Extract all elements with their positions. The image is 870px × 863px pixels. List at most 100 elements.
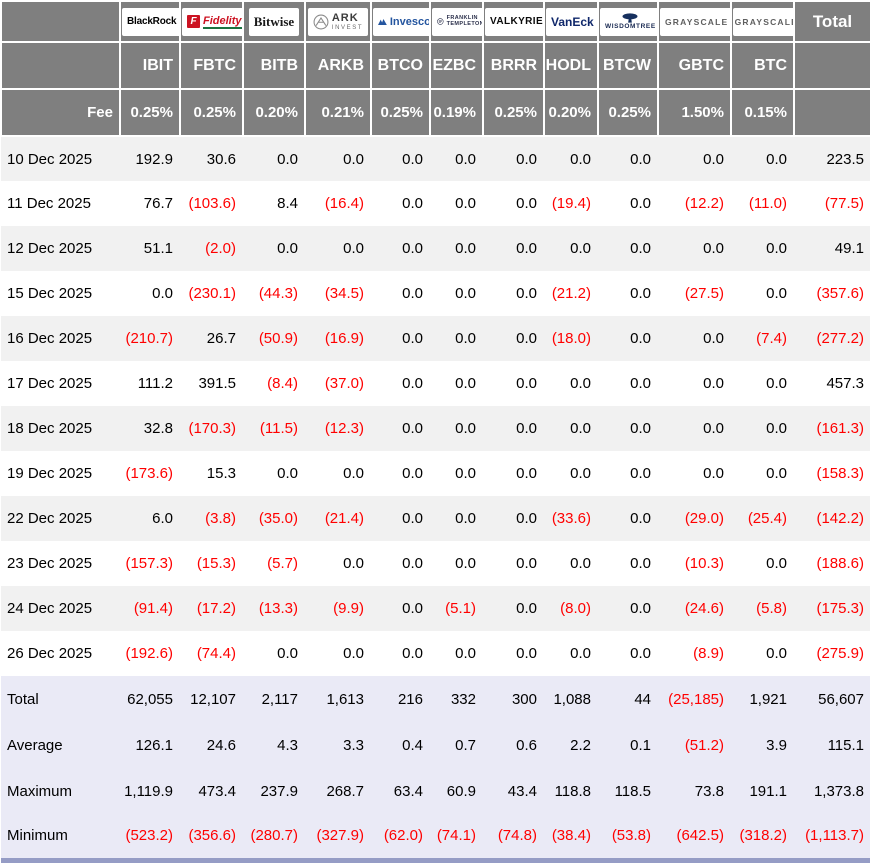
provider-cell: VALKYRIE	[482, 0, 545, 43]
value-cell-ezbc: 0.0	[455, 285, 476, 302]
blackrock-logo: BlackRock	[122, 7, 178, 36]
grayscale-logo: GRAYSCALE	[660, 7, 729, 36]
ark-wordmark: ARK INVEST	[331, 11, 364, 31]
value-cell-brrr: 0.0	[516, 465, 537, 482]
ticker-btco: BTCO	[370, 41, 431, 90]
value-cell-brrr: 300	[511, 690, 537, 708]
value-cell-ibit: 0.0	[152, 285, 173, 302]
value-cell-ibit: (91.4)	[133, 600, 173, 617]
fee-gbtc: 1.50%	[657, 88, 732, 137]
value-cell-arkb: (16.4)	[324, 195, 364, 212]
row-total-cell: (161.3)	[816, 420, 864, 437]
summary-label-cell: Average	[7, 736, 63, 754]
value-cell-brrr: 0.0	[516, 285, 537, 302]
value-cell-ibit: (210.7)	[125, 330, 173, 347]
value-cell-brrr: 0.0	[516, 195, 537, 212]
value-cell-btc: 0.0	[766, 240, 787, 257]
value-cell-hodl: 0.0	[570, 375, 591, 392]
value-cell-btcw: 118.5	[614, 782, 651, 800]
flow-row: 26 Dec 2025 (192.6) (74.4) 0.0 0.0 0.0 0.0 0.0 0…	[1, 631, 870, 676]
total-column-header: Total	[793, 0, 870, 43]
value-cell-gbtc: (642.5)	[676, 827, 724, 845]
value-cell-btco: 0.0	[402, 600, 423, 617]
value-cell-ezbc: 0.0	[455, 375, 476, 392]
ticker-fbtc: FBTC	[179, 41, 244, 90]
value-cell-ezbc: 60.9	[446, 782, 476, 800]
value-cell-btcw: 0.0	[630, 285, 651, 302]
summary-label-cell: Minimum	[7, 827, 68, 845]
value-cell-fbtc: 26.7	[206, 330, 236, 347]
value-cell-brrr: 43.4	[507, 782, 537, 800]
value-cell-hodl: (8.0)	[560, 600, 591, 617]
value-cell-ezbc: 0.0	[455, 420, 476, 437]
value-cell-hodl: 2.2	[570, 736, 591, 754]
fee-total-spacer	[793, 88, 870, 137]
flow-row: 17 Dec 2025 111.2 391.5 (8.4) (37.0) 0.0 0.0 0.…	[1, 361, 870, 406]
value-cell-btc: 0.0	[766, 645, 787, 662]
value-cell-bitb: 2,117	[261, 690, 298, 708]
value-cell-ezbc: 0.7	[455, 736, 476, 754]
value-cell-hodl: 0.0	[570, 240, 591, 257]
fee-row: Fee 0.25% 0.25% 0.20% 0.21% 0.25% 0.19% …	[0, 88, 870, 137]
summary-row: Total 62,055 12,107 2,117 1,613 216 332 300 1,08…	[1, 676, 870, 722]
value-cell-gbtc: 0.0	[703, 465, 724, 482]
value-cell-fbtc: 15.3	[206, 465, 236, 482]
value-cell-brrr: 0.0	[516, 150, 537, 168]
row-total-cell: (188.6)	[816, 555, 864, 572]
ticker-row: IBIT FBTC BITB ARKB BTCO EZBC BRRR HODL …	[0, 41, 870, 90]
flow-row: 23 Dec 2025 (157.3) (15.3) (5.7) 0.0 0.0 0.0 0.…	[1, 541, 870, 586]
value-cell-btc: 1,921	[749, 690, 787, 708]
row-total-cell: 457.3	[826, 375, 864, 392]
value-cell-bitb: (11.5)	[259, 420, 298, 437]
corner-cell	[0, 0, 121, 43]
value-cell-ibit: (523.2)	[125, 827, 173, 845]
row-total-cell: 49.1	[834, 240, 864, 257]
value-cell-btco: 0.0	[402, 195, 423, 212]
value-cell-bitb: 0.0	[277, 465, 298, 482]
logo-row: BlackRock F Fidelity Bitwise ARK INVEST In…	[0, 0, 870, 43]
value-cell-btc: (5.8)	[756, 600, 787, 617]
value-cell-bitb: (50.9)	[258, 330, 298, 347]
date-cell: 23 Dec 2025	[7, 555, 93, 572]
value-cell-btcw: 0.0	[630, 420, 651, 437]
vaneck-wordmark: VanEck	[551, 14, 594, 29]
flow-body: 10 Dec 2025 192.9 30.6 0.0 0.0 0.0 0.0 0.0 0.0 0.…	[1, 136, 870, 676]
value-cell-gbtc: 0.0	[703, 150, 724, 168]
value-cell-bitb: (8.4)	[267, 375, 298, 392]
value-cell-btco: (62.0)	[383, 827, 423, 845]
ticker-row-spacer	[0, 41, 121, 90]
value-cell-btcw: 0.0	[630, 465, 651, 482]
fee-btco: 0.25%	[370, 88, 431, 137]
value-cell-fbtc: 12,107	[190, 690, 236, 708]
value-cell-brrr: 0.6	[516, 736, 537, 754]
flow-row: 19 Dec 2025 (173.6) 15.3 0.0 0.0 0.0 0.0 0.0 0.0…	[1, 451, 870, 496]
flow-row: 11 Dec 2025 76.7 (103.6) 8.4 (16.4) 0.0 0.0 0.0…	[1, 181, 870, 226]
flow-row: 12 Dec 2025 51.1 (2.0) 0.0 0.0 0.0 0.0 0.0 0.0 0.…	[1, 226, 870, 271]
date-cell: 18 Dec 2025	[7, 420, 93, 437]
value-cell-btc: 191.1	[749, 782, 787, 800]
value-cell-gbtc: (27.5)	[684, 285, 724, 302]
date-cell: 26 Dec 2025	[7, 645, 93, 662]
value-cell-hodl: 0.0	[570, 555, 591, 572]
value-cell-btcw: 0.0	[630, 600, 651, 617]
valkyrie-logo: VALKYRIE	[485, 7, 542, 36]
value-cell-brrr: 0.0	[516, 510, 537, 527]
date-cell: 24 Dec 2025	[7, 600, 93, 617]
value-cell-btcw: (53.8)	[611, 827, 651, 845]
provider-cell: Invesco	[370, 0, 431, 43]
row-total-cell: 56,607	[818, 690, 864, 708]
value-cell-fbtc: (15.3)	[196, 555, 236, 572]
value-cell-arkb: 1,613	[326, 690, 364, 708]
value-cell-bitb: (13.3)	[258, 600, 298, 617]
invesco-wordmark: Invesco	[389, 15, 430, 28]
value-cell-arkb: 0.0	[343, 240, 364, 257]
fidelity-logo: F Fidelity	[182, 7, 241, 36]
row-total-cell: (77.5)	[824, 195, 864, 212]
row-total-cell: (142.2)	[816, 510, 864, 527]
row-total-cell: (1,113.7)	[805, 827, 864, 845]
value-cell-btc: 0.0	[766, 465, 787, 482]
value-cell-ezbc: 0.0	[455, 510, 476, 527]
value-cell-btc: (7.4)	[756, 330, 787, 347]
